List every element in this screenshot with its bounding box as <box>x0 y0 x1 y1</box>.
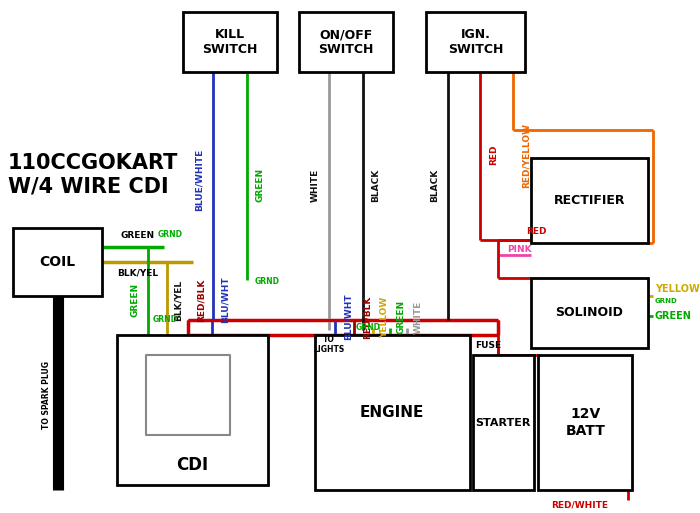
Text: GREEN: GREEN <box>120 231 155 240</box>
Bar <box>531 278 648 348</box>
Text: FUSE: FUSE <box>475 341 501 350</box>
Bar <box>473 355 533 490</box>
Text: GREEN: GREEN <box>397 300 405 334</box>
Text: RECTIFIER: RECTIFIER <box>554 194 625 207</box>
Bar <box>183 12 277 72</box>
Text: RED: RED <box>489 145 498 165</box>
Bar <box>13 228 102 296</box>
Text: BLK/YEL: BLK/YEL <box>118 269 158 278</box>
Text: TO
LIGHTS: TO LIGHTS <box>313 335 344 353</box>
Text: BLU/WHT: BLU/WHT <box>221 277 230 323</box>
Text: GREEN: GREEN <box>654 311 692 321</box>
Text: GREEN: GREEN <box>256 168 265 202</box>
Text: GRND: GRND <box>158 230 183 239</box>
Text: ENGINE: ENGINE <box>360 405 424 420</box>
Text: GREEN: GREEN <box>131 283 140 317</box>
Text: PINK: PINK <box>508 246 532 254</box>
Text: GRND: GRND <box>356 323 381 331</box>
Text: CDI: CDI <box>176 456 209 474</box>
Text: WHITE: WHITE <box>414 301 423 333</box>
Text: BLK/YEL: BLK/YEL <box>174 280 183 321</box>
Bar <box>146 355 230 435</box>
Text: 12V
BATT: 12V BATT <box>566 407 606 438</box>
Text: WHITE: WHITE <box>311 168 320 202</box>
Bar <box>299 12 393 72</box>
Text: KILL
SWITCH: KILL SWITCH <box>202 28 258 56</box>
Text: RED/YELLOW: RED/YELLOW <box>522 123 531 187</box>
Text: BLACK: BLACK <box>430 168 439 202</box>
Text: BLACK: BLACK <box>371 168 380 202</box>
Text: IGN.
SWITCH: IGN. SWITCH <box>448 28 503 56</box>
Text: YELLOW: YELLOW <box>379 297 389 338</box>
Text: RED/WHITE: RED/WHITE <box>551 500 608 509</box>
Text: COIL: COIL <box>40 255 76 269</box>
Text: BLU/WHT: BLU/WHT <box>344 293 353 340</box>
Bar <box>531 158 648 243</box>
Text: RED/BLK: RED/BLK <box>363 295 372 339</box>
Bar <box>538 355 632 490</box>
Text: RED/BLK: RED/BLK <box>197 279 206 322</box>
Text: 110CCGOKART
W/4 WIRE CDI: 110CCGOKART W/4 WIRE CDI <box>8 153 178 197</box>
Text: BLUE/WHITE: BLUE/WHITE <box>195 149 204 211</box>
Bar <box>118 335 267 485</box>
Text: GRND: GRND <box>255 278 279 286</box>
Text: GRND: GRND <box>153 315 178 325</box>
Text: ON/OFF
SWITCH: ON/OFF SWITCH <box>318 28 373 56</box>
Text: TO SPARK PLUG: TO SPARK PLUG <box>43 361 52 429</box>
Text: SOLINOID: SOLINOID <box>556 306 624 320</box>
Text: STARTER: STARTER <box>475 418 531 427</box>
Bar <box>315 335 470 490</box>
Bar <box>426 12 525 72</box>
Text: RED: RED <box>526 227 547 236</box>
Text: YELLOW: YELLOW <box>654 284 699 294</box>
Text: GRND: GRND <box>654 298 678 304</box>
